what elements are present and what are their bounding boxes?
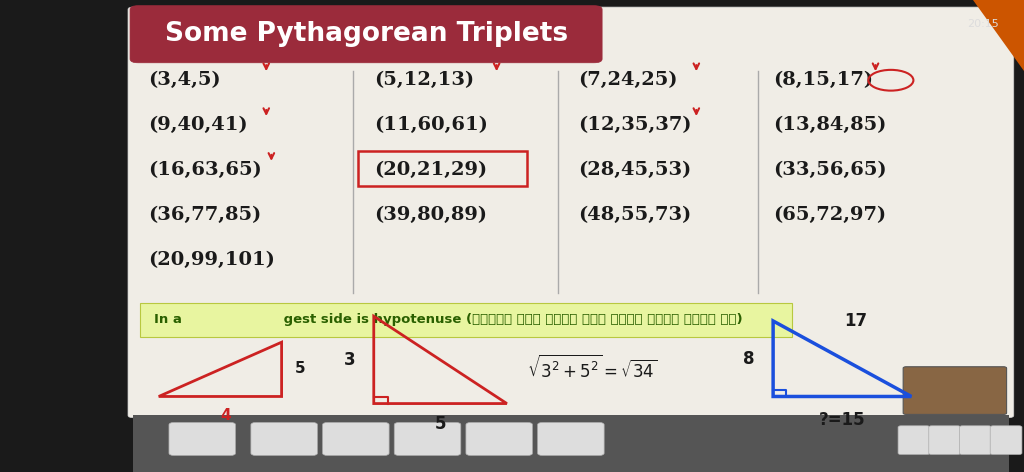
FancyBboxPatch shape [394, 422, 461, 455]
Text: 5: 5 [295, 361, 305, 376]
Text: (16,63,65): (16,63,65) [148, 161, 262, 179]
Text: (48,55,73): (48,55,73) [579, 206, 692, 224]
Text: (33,56,65): (33,56,65) [773, 161, 887, 179]
Text: (9,40,41): (9,40,41) [148, 116, 248, 134]
Text: 20:15: 20:15 [967, 19, 998, 29]
FancyBboxPatch shape [133, 415, 1009, 472]
Text: (20,99,101): (20,99,101) [148, 251, 275, 269]
FancyBboxPatch shape [466, 422, 532, 455]
Text: 4: 4 [220, 408, 230, 423]
FancyBboxPatch shape [130, 6, 602, 63]
Text: Some Pythagorean Triplets: Some Pythagorean Triplets [165, 21, 567, 47]
FancyBboxPatch shape [128, 7, 1014, 418]
Text: 3: 3 [344, 351, 355, 369]
FancyBboxPatch shape [959, 426, 991, 455]
FancyBboxPatch shape [903, 367, 1007, 414]
Text: (39,80,89): (39,80,89) [374, 206, 486, 224]
Text: (12,35,37): (12,35,37) [579, 116, 692, 134]
FancyBboxPatch shape [169, 422, 236, 455]
Text: (13,84,85): (13,84,85) [773, 116, 887, 134]
Text: (7,24,25): (7,24,25) [579, 71, 678, 89]
Text: In a                      gest side is hypotenuse (त्रिक में सबसे बड़ी भुजा कर्ण : In a gest side is hypotenuse (त्रिक में … [154, 313, 742, 326]
Text: 5: 5 [434, 415, 446, 433]
Text: $\sqrt{3^2+5^2}=\sqrt{34}$: $\sqrt{3^2+5^2}=\sqrt{34}$ [527, 354, 658, 382]
Text: 17: 17 [845, 312, 867, 330]
Text: ?=15: ?=15 [819, 411, 865, 429]
Text: (11,60,61): (11,60,61) [374, 116, 487, 134]
FancyBboxPatch shape [538, 422, 604, 455]
Text: (20,21,29): (20,21,29) [374, 161, 486, 179]
FancyBboxPatch shape [323, 422, 389, 455]
FancyBboxPatch shape [990, 426, 1022, 455]
Text: (5,12,13): (5,12,13) [374, 71, 474, 89]
Polygon shape [973, 0, 1024, 71]
FancyBboxPatch shape [898, 426, 930, 455]
FancyBboxPatch shape [140, 303, 792, 337]
Text: 8: 8 [743, 350, 755, 368]
FancyBboxPatch shape [929, 426, 961, 455]
Text: (36,77,85): (36,77,85) [148, 206, 262, 224]
FancyBboxPatch shape [251, 422, 317, 455]
Text: (65,72,97): (65,72,97) [773, 206, 886, 224]
Text: (3,4,5): (3,4,5) [148, 71, 221, 89]
Text: (8,15,17): (8,15,17) [773, 71, 873, 89]
Text: (28,45,53): (28,45,53) [579, 161, 692, 179]
